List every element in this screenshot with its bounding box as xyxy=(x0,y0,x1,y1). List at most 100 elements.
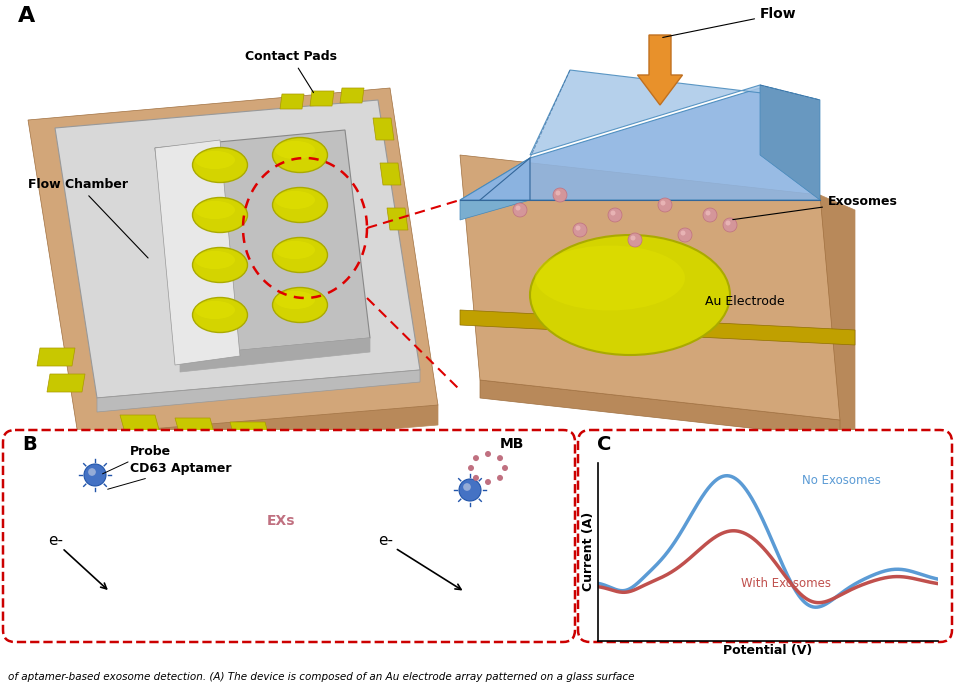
FancyBboxPatch shape xyxy=(3,430,575,642)
Polygon shape xyxy=(820,195,855,440)
FancyBboxPatch shape xyxy=(578,430,952,642)
Polygon shape xyxy=(760,85,820,200)
Ellipse shape xyxy=(530,235,730,355)
Ellipse shape xyxy=(195,251,235,269)
Ellipse shape xyxy=(275,241,315,259)
Polygon shape xyxy=(460,88,820,200)
Circle shape xyxy=(515,205,520,211)
Circle shape xyxy=(468,465,474,471)
Ellipse shape xyxy=(45,598,201,638)
Circle shape xyxy=(280,483,286,490)
Polygon shape xyxy=(340,88,364,103)
Text: A: A xyxy=(18,6,35,26)
Ellipse shape xyxy=(471,454,505,482)
Polygon shape xyxy=(480,380,840,438)
Text: Flow: Flow xyxy=(663,7,797,38)
Ellipse shape xyxy=(193,248,247,283)
Circle shape xyxy=(608,208,622,222)
Text: Probe: Probe xyxy=(103,445,171,474)
Circle shape xyxy=(322,496,330,503)
Ellipse shape xyxy=(195,301,235,319)
Ellipse shape xyxy=(385,598,541,638)
Text: Contact Pads: Contact Pads xyxy=(245,50,337,93)
Text: With Exosomes: With Exosomes xyxy=(741,577,831,591)
Circle shape xyxy=(497,475,503,481)
Text: CD63 Aptamer: CD63 Aptamer xyxy=(107,462,232,489)
Circle shape xyxy=(630,235,635,241)
Polygon shape xyxy=(120,415,160,433)
Circle shape xyxy=(658,198,672,212)
Polygon shape xyxy=(460,155,840,420)
Circle shape xyxy=(680,230,686,235)
Ellipse shape xyxy=(382,590,538,630)
Text: EXs: EXs xyxy=(266,514,295,528)
Circle shape xyxy=(330,517,336,524)
Text: C: C xyxy=(597,435,611,454)
Text: of aptamer-based exosome detection. (A) The device is composed of an Au electrod: of aptamer-based exosome detection. (A) … xyxy=(8,672,634,682)
Circle shape xyxy=(703,208,717,222)
Polygon shape xyxy=(97,370,420,412)
Ellipse shape xyxy=(195,151,235,169)
Ellipse shape xyxy=(272,138,328,172)
Ellipse shape xyxy=(272,288,328,322)
Ellipse shape xyxy=(193,198,247,232)
FancyArrow shape xyxy=(218,539,333,571)
Text: e-: e- xyxy=(378,533,393,548)
Circle shape xyxy=(84,464,106,486)
Polygon shape xyxy=(175,418,215,436)
Polygon shape xyxy=(373,118,394,140)
Polygon shape xyxy=(155,130,370,356)
Text: Exosomes: Exosomes xyxy=(733,195,898,220)
Circle shape xyxy=(254,517,261,524)
Ellipse shape xyxy=(195,201,235,219)
Polygon shape xyxy=(55,100,420,398)
Circle shape xyxy=(678,228,692,242)
X-axis label: Potential (V): Potential (V) xyxy=(723,644,812,657)
Ellipse shape xyxy=(193,297,247,332)
Polygon shape xyxy=(28,88,438,435)
Polygon shape xyxy=(530,70,820,155)
Text: Au Electrode: Au Electrode xyxy=(705,295,785,308)
Ellipse shape xyxy=(261,493,329,547)
Circle shape xyxy=(725,221,731,225)
Circle shape xyxy=(473,475,479,481)
Polygon shape xyxy=(180,338,370,372)
Circle shape xyxy=(502,465,508,471)
Ellipse shape xyxy=(275,291,315,309)
Text: MB: MB xyxy=(500,437,524,451)
Polygon shape xyxy=(230,422,270,440)
Polygon shape xyxy=(310,91,334,106)
Circle shape xyxy=(88,468,96,476)
Ellipse shape xyxy=(42,590,198,630)
Circle shape xyxy=(610,211,615,216)
Circle shape xyxy=(553,188,567,202)
Ellipse shape xyxy=(193,147,247,182)
Circle shape xyxy=(485,479,491,485)
Ellipse shape xyxy=(58,597,151,611)
Circle shape xyxy=(261,537,267,544)
Ellipse shape xyxy=(272,188,328,223)
Circle shape xyxy=(322,537,330,544)
Ellipse shape xyxy=(535,246,685,311)
Polygon shape xyxy=(155,140,240,365)
Polygon shape xyxy=(460,158,530,220)
Text: No Exosomes: No Exosomes xyxy=(802,474,880,487)
Circle shape xyxy=(723,218,737,232)
Circle shape xyxy=(576,225,581,230)
Circle shape xyxy=(463,483,470,491)
Text: e-: e- xyxy=(48,533,63,548)
Circle shape xyxy=(473,455,479,461)
Circle shape xyxy=(280,550,286,557)
Ellipse shape xyxy=(272,237,328,272)
Text: Flow Chamber: Flow Chamber xyxy=(28,178,148,258)
Text: B: B xyxy=(22,435,36,454)
Circle shape xyxy=(304,550,310,557)
Circle shape xyxy=(628,233,642,247)
Circle shape xyxy=(304,483,310,490)
Polygon shape xyxy=(47,374,85,392)
Circle shape xyxy=(573,223,587,237)
Polygon shape xyxy=(37,348,75,366)
Polygon shape xyxy=(280,94,304,109)
FancyArrow shape xyxy=(637,35,682,105)
Polygon shape xyxy=(380,163,401,185)
